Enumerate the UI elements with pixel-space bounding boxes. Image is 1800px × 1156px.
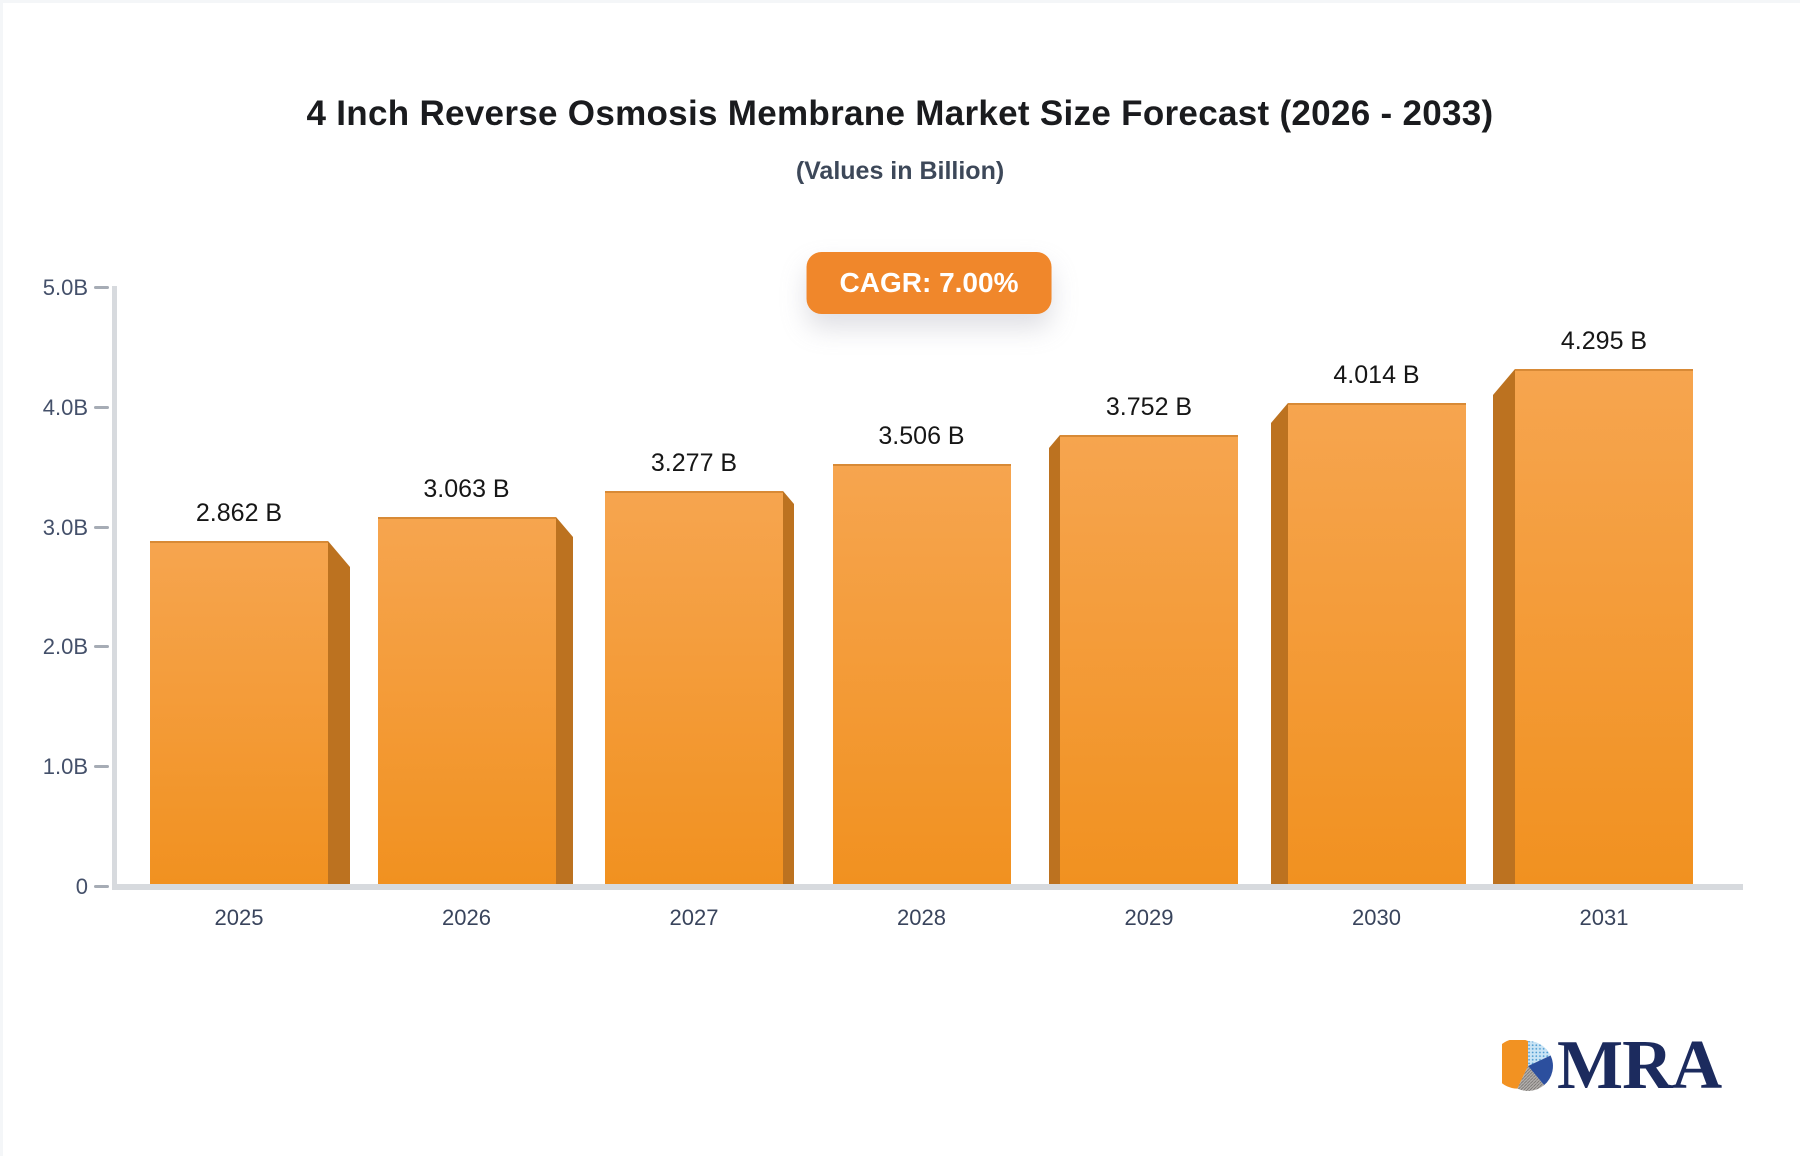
- mra-logo: MRA: [1502, 1027, 1722, 1104]
- logo-slice-orange: [1502, 1040, 1528, 1089]
- y-tick-label-0: 0: [75, 874, 88, 899]
- bar-value-label-2027: 3.277 B: [650, 449, 738, 477]
- y-tick-mark: [94, 885, 109, 888]
- x-axis-label-2026: 2026: [442, 905, 491, 930]
- bar-value-label-2029: 3.752 B: [1105, 393, 1193, 421]
- x-axis-label-2031: 2031: [1579, 905, 1629, 930]
- y-axis-line: [112, 286, 117, 890]
- bar-side-2025: [328, 541, 350, 884]
- logo-text: MRA: [1557, 1027, 1722, 1104]
- x-axis-label-2028: 2028: [897, 905, 946, 930]
- pie-chart-logo-icon: [1502, 1040, 1553, 1091]
- bar-2030: [1288, 403, 1466, 884]
- y-tick-label-4.0B: 4.0B: [42, 394, 88, 420]
- bar-2026: [378, 517, 556, 884]
- bar-side-2030: [1271, 403, 1288, 884]
- bar-value-label-2028: 3.506 B: [878, 422, 965, 450]
- chart-title: 4 Inch Reverse Osmosis Membrane Market S…: [306, 94, 1494, 133]
- x-axis-label-2029: 2029: [1124, 905, 1174, 930]
- y-tick-mark: [94, 286, 109, 289]
- bar-2029: [1060, 435, 1238, 884]
- x-axis-baseline: [112, 884, 1743, 890]
- x-axis-label-2030: 2030: [1352, 905, 1401, 930]
- bar-side-2029: [1049, 435, 1060, 884]
- logo-slice-darkblue: [1528, 1055, 1553, 1086]
- bar-side-2031: [1493, 369, 1515, 884]
- y-tick-mark: [94, 405, 109, 409]
- logo-slice-gray: [1517, 1066, 1545, 1091]
- bar-value-label-2025: 2.862 B: [195, 499, 283, 527]
- bar-value-label-2031: 4.295 B: [1560, 327, 1648, 355]
- bar-side-2026: [556, 517, 573, 884]
- bar-side-2027: [783, 491, 794, 884]
- chart-subtitle: (Values in Billion): [795, 157, 1005, 185]
- bar-value-label-2026: 3.063 B: [423, 475, 510, 503]
- x-axis-label-2025: 2025: [214, 905, 264, 930]
- cagr-badge: CAGR: 7.00%: [806, 252, 1052, 314]
- bar-2028: [833, 464, 1011, 884]
- y-tick-label-3.0B: 3.0B: [42, 514, 88, 540]
- y-tick-label-2.0B: 2.0B: [42, 634, 88, 660]
- x-axis-label-2027: 2027: [669, 905, 719, 930]
- y-tick-label-1.0B: 1.0B: [42, 754, 88, 780]
- y-tick-mark: [94, 645, 109, 649]
- bar-value-label-2030: 4.014 B: [1333, 361, 1420, 389]
- logo-slice-lightblue: [1528, 1041, 1551, 1066]
- bar-2025: [150, 541, 328, 884]
- y-tick-label-5.0B: 5.0B: [42, 275, 88, 300]
- y-tick-mark: [94, 525, 109, 529]
- y-tick-mark: [94, 765, 109, 769]
- bar-2027: [605, 491, 783, 884]
- bar-2031: [1515, 369, 1693, 884]
